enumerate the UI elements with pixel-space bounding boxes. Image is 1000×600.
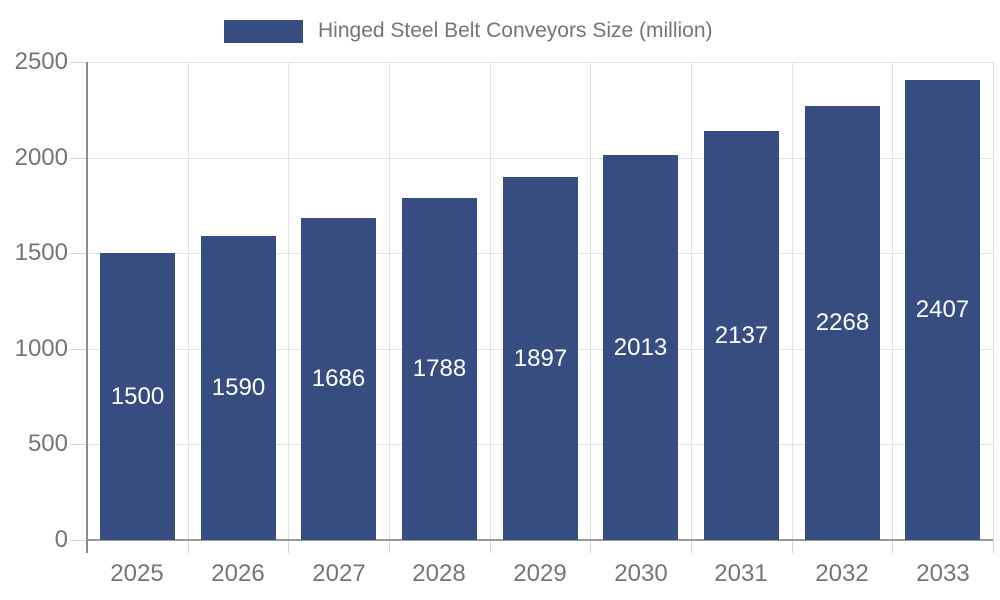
- x-gridline: [490, 62, 491, 540]
- bar-2033[interactable]: 2407: [905, 80, 980, 540]
- legend-label: Hinged Steel Belt Conveyors Size (millio…: [318, 19, 713, 42]
- bar-2031[interactable]: 2137: [704, 131, 779, 540]
- bar-value-label: 1686: [311, 365, 366, 392]
- y-tick-mark: [70, 444, 87, 445]
- y-gridline: [87, 158, 993, 159]
- y-tick-label: 2500: [14, 48, 68, 75]
- y-axis-line: [86, 62, 88, 553]
- x-tick-label: 2029: [513, 560, 567, 587]
- y-tick-mark: [70, 540, 87, 541]
- x-tick-mark: [389, 540, 390, 553]
- x-gridline: [892, 62, 893, 540]
- y-tick-label: 1000: [14, 335, 68, 362]
- legend-item[interactable]: Hinged Steel Belt Conveyors Size (millio…: [224, 19, 713, 43]
- x-gridline: [792, 62, 793, 540]
- x-tick-mark: [993, 540, 994, 553]
- bar-2028[interactable]: 1788: [402, 198, 477, 540]
- y-tick-label: 500: [27, 430, 68, 457]
- y-tick-mark: [70, 62, 87, 63]
- x-gridline: [691, 62, 692, 540]
- y-tick-mark: [70, 349, 87, 350]
- bar-value-label: 1788: [412, 355, 467, 382]
- bar-value-label: 1590: [211, 374, 266, 401]
- x-tick-label: 2033: [916, 560, 970, 587]
- x-tick-mark: [490, 540, 491, 553]
- y-gridline: [87, 62, 993, 63]
- bar-2030[interactable]: 2013: [603, 155, 678, 540]
- x-tick-label: 2027: [312, 560, 366, 587]
- x-axis-line: [87, 539, 993, 541]
- y-tick-label: 1500: [14, 239, 68, 266]
- bar-value-label: 2013: [613, 333, 668, 361]
- x-tick-label: 2026: [211, 560, 265, 587]
- x-tick-mark: [892, 540, 893, 553]
- bar-2027[interactable]: 1686: [301, 218, 376, 540]
- bar-2025[interactable]: 1500: [100, 253, 175, 540]
- bar-value-label: 2407: [915, 296, 970, 323]
- y-tick-mark: [70, 158, 87, 159]
- bar-2032[interactable]: 2268: [805, 106, 880, 540]
- x-gridline: [389, 62, 390, 540]
- bar-2029[interactable]: 1897: [503, 177, 578, 540]
- x-tick-label: 2030: [614, 560, 668, 587]
- x-tick-label: 2025: [110, 560, 164, 587]
- x-gridline: [288, 62, 289, 540]
- y-tick-mark: [70, 253, 87, 254]
- x-gridline: [590, 62, 591, 540]
- x-gridline: [188, 62, 189, 540]
- x-tick-mark: [792, 540, 793, 553]
- x-tick-mark: [590, 540, 591, 553]
- x-tick-label: 2032: [815, 560, 869, 587]
- x-gridline: [993, 62, 994, 540]
- y-tick-label: 0: [54, 526, 68, 553]
- legend-swatch: [224, 19, 303, 43]
- x-tick-mark: [188, 540, 189, 553]
- x-tick-label: 2031: [714, 560, 768, 587]
- x-tick-mark: [691, 540, 692, 553]
- x-tick-mark: [288, 540, 289, 553]
- bar-value-label: 1500: [110, 382, 165, 410]
- bar-value-label: 2137: [714, 321, 769, 349]
- y-tick-label: 2000: [14, 144, 68, 171]
- bar-2026[interactable]: 1590: [201, 236, 276, 540]
- bar-value-label: 2268: [815, 309, 870, 336]
- bar-value-label: 1897: [513, 344, 568, 372]
- x-tick-label: 2028: [412, 560, 466, 587]
